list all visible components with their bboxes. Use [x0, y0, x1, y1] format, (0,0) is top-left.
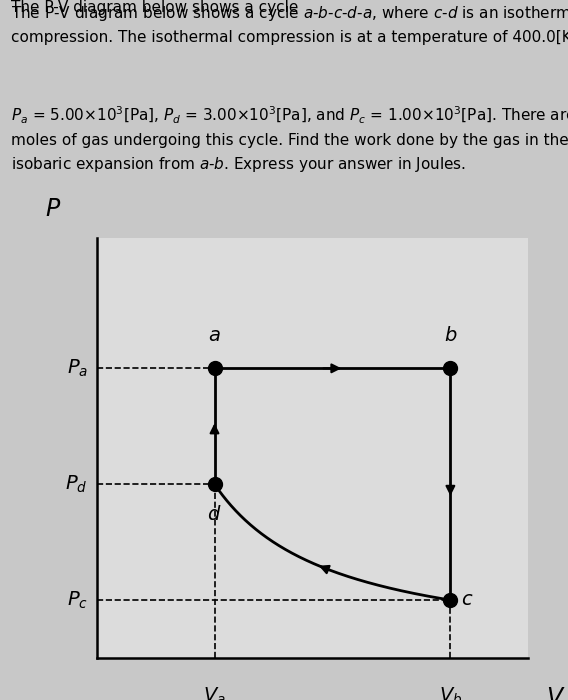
Text: $\mathbf{\mathit{d}}$: $\mathbf{\mathit{d}}$ — [207, 505, 222, 524]
Text: $\mathit{V}_b$: $\mathit{V}_b$ — [438, 685, 462, 700]
Text: $\mathbf{\mathit{b}}$: $\mathbf{\mathit{b}}$ — [444, 326, 457, 345]
Text: $P_a$ = 5.00×10$^3$[Pa], $P_d$ = 3.00×10$^3$[Pa], and $P_c$ = 1.00×10$^3$[Pa]. T: $P_a$ = 5.00×10$^3$[Pa], $P_d$ = 3.00×10… — [11, 105, 568, 174]
Text: $\mathbf{\mathit{c}}$: $\mathbf{\mathit{c}}$ — [461, 591, 474, 609]
Text: $\mathit{V}_a$: $\mathit{V}_a$ — [203, 685, 226, 700]
Text: $P_c$: $P_c$ — [67, 589, 88, 610]
Point — [210, 363, 219, 374]
Point — [446, 594, 455, 606]
Text: $P_a$: $P_a$ — [66, 358, 88, 379]
Text: The P-V diagram below shows a cycle $a$-$b$-$c$-$d$-$a$, where $c$-$d$ is an iso: The P-V diagram below shows a cycle $a$-… — [11, 4, 568, 45]
Text: The P-V diagram below shows a cycle: The P-V diagram below shows a cycle — [11, 0, 304, 15]
Text: $\mathit{P}$: $\mathit{P}$ — [45, 198, 61, 221]
Point — [210, 479, 219, 490]
Text: $\mathbf{\mathit{a}}$: $\mathbf{\mathit{a}}$ — [208, 327, 221, 345]
Point — [446, 363, 455, 374]
Text: $\mathit{V}$: $\mathit{V}$ — [545, 687, 565, 700]
Text: $P_d$: $P_d$ — [65, 474, 88, 495]
